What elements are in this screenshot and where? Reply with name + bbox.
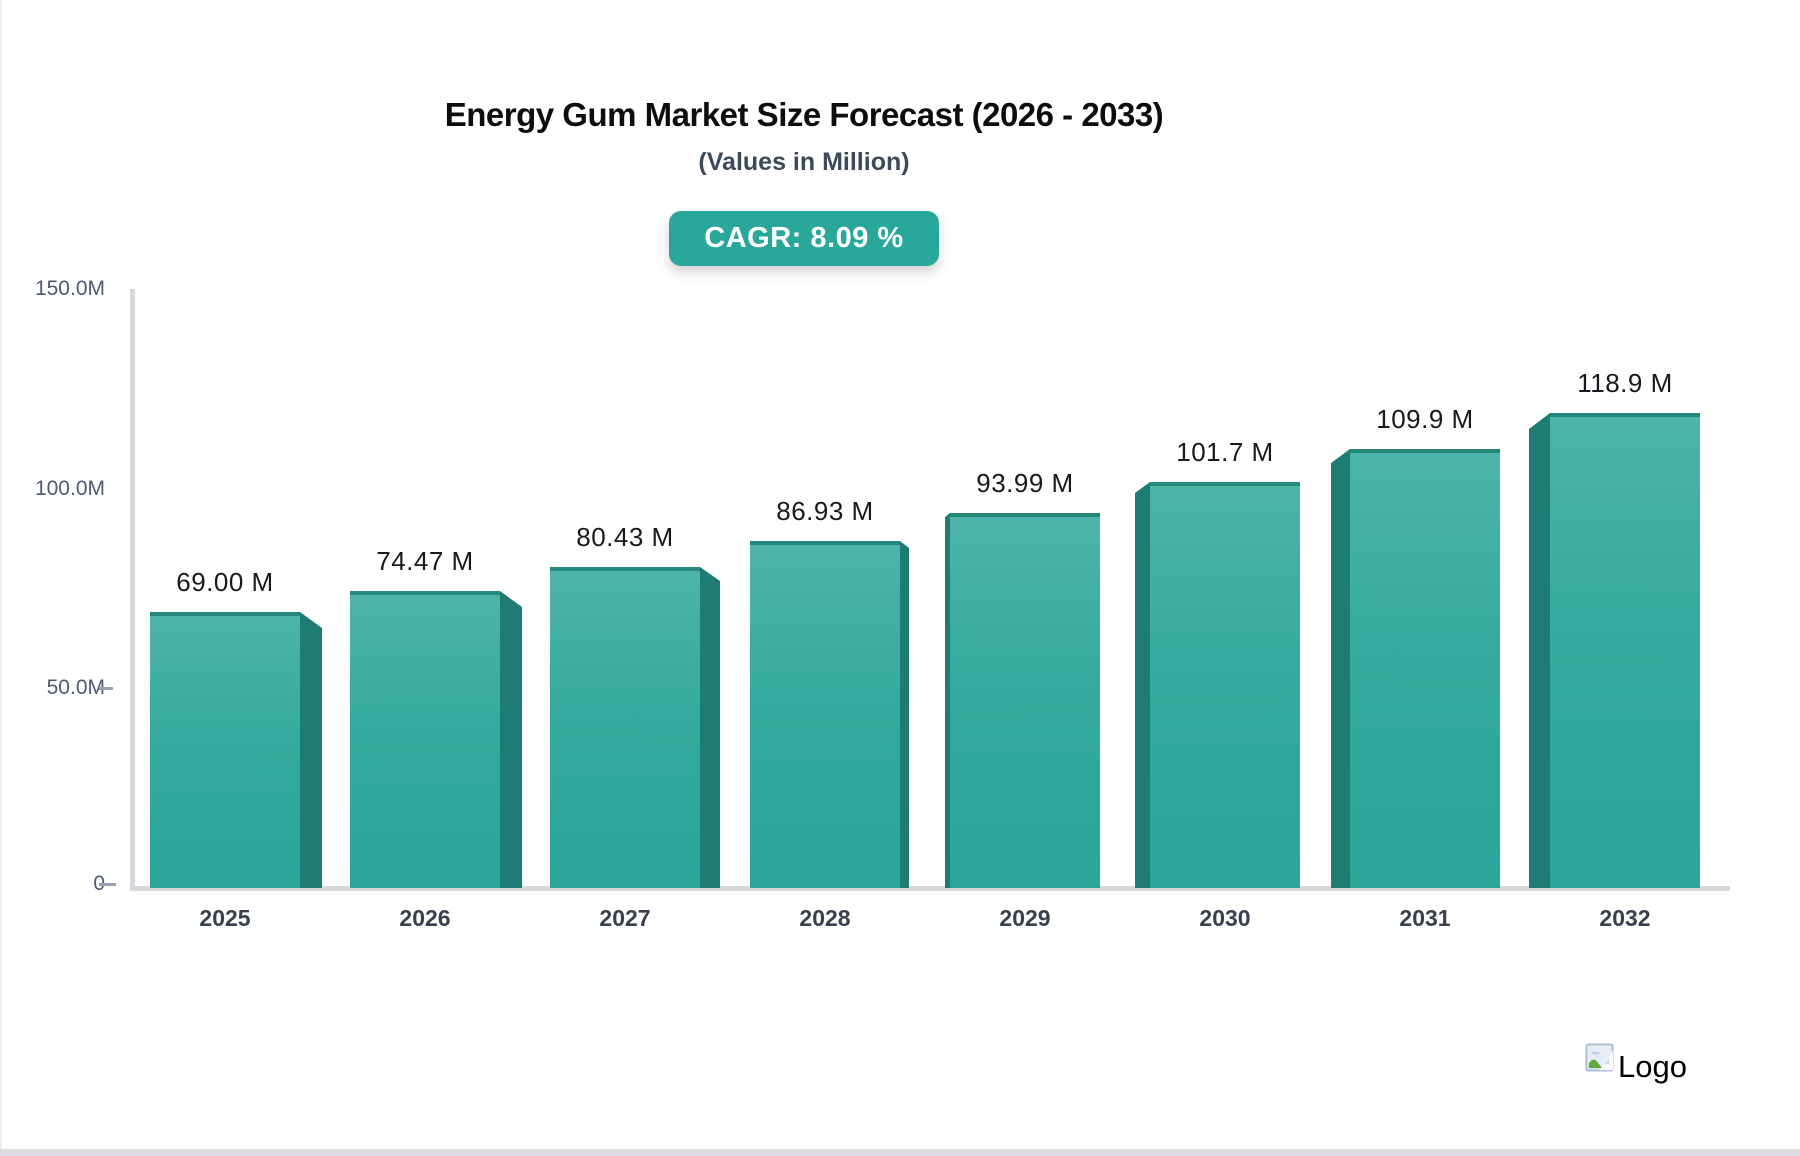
- y-tick-label-50: 50.0M: [46, 676, 105, 699]
- bar-2030[interactable]: [1150, 482, 1300, 888]
- bar-side-2031: [1331, 449, 1350, 888]
- x-axis-label-2028: 2028: [799, 905, 851, 931]
- bar-2032[interactable]: [1550, 413, 1700, 888]
- x-axis-label-2032: 2032: [1599, 905, 1651, 931]
- x-axis-label-2027: 2027: [599, 905, 651, 931]
- cagr-badge: CAGR: 8.09 %: [669, 211, 939, 266]
- bar-2028[interactable]: [750, 541, 900, 888]
- page-edge-bottom: [0, 1149, 1800, 1156]
- bar-side-2028: [900, 541, 909, 888]
- bar-side-2026: [500, 591, 522, 888]
- y-tick-mark-50: [99, 687, 113, 690]
- chart-title: Energy Gum Market Size Forecast (2026 - …: [444, 96, 1164, 133]
- bar-value-label-2032: 118.9 M: [1577, 368, 1673, 398]
- bar-side-2030: [1135, 482, 1150, 888]
- bar-value-label-2030: 101.7 M: [1176, 437, 1274, 467]
- chart-header: Energy Gum Market Size Forecast (2026 - …: [0, 0, 1608, 266]
- bar-2025[interactable]: [150, 612, 300, 888]
- y-axis-line: [130, 289, 135, 891]
- chart-subtitle: (Values in Million): [698, 148, 910, 176]
- x-axis-label-2030: 2030: [1199, 905, 1251, 931]
- bar-value-label-2031: 109.9 M: [1376, 404, 1474, 434]
- bar-side-2029: [945, 513, 950, 888]
- bar-value-label-2027: 80.43 M: [576, 522, 674, 552]
- x-axis-line: [130, 886, 1730, 891]
- bar-2029[interactable]: [950, 513, 1100, 888]
- y-tick-mark-0: [99, 883, 116, 886]
- bar-side-2025: [300, 612, 322, 888]
- bar-value-label-2029: 93.99 M: [976, 468, 1074, 498]
- x-axis-label-2031: 2031: [1399, 905, 1451, 931]
- logo-text: Logo: [1618, 1049, 1687, 1084]
- x-axis-label-2025: 2025: [199, 905, 251, 931]
- logo: Logo: [1585, 1042, 1765, 1092]
- bar-2031[interactable]: [1350, 449, 1500, 888]
- bar-side-2032: [1529, 413, 1550, 888]
- bar-2026[interactable]: [350, 591, 500, 888]
- bar-value-label-2025: 69.00 M: [176, 567, 274, 597]
- bar-value-label-2026: 74.47 M: [376, 546, 474, 576]
- page-edge-left: [0, 0, 2, 1156]
- bar-2027[interactable]: [550, 567, 700, 888]
- bar-value-label-2028: 86.93 M: [776, 496, 874, 526]
- y-tick-label-150: 150.0M: [34, 277, 105, 300]
- broken-image-icon: [1585, 1043, 1614, 1072]
- x-axis-label-2026: 2026: [399, 905, 451, 931]
- y-tick-label-0: 0: [0, 872, 105, 896]
- y-tick-label-100: 100.0M: [34, 477, 105, 500]
- x-axis-label-2029: 2029: [999, 905, 1051, 931]
- bar-side-2027: [700, 567, 720, 888]
